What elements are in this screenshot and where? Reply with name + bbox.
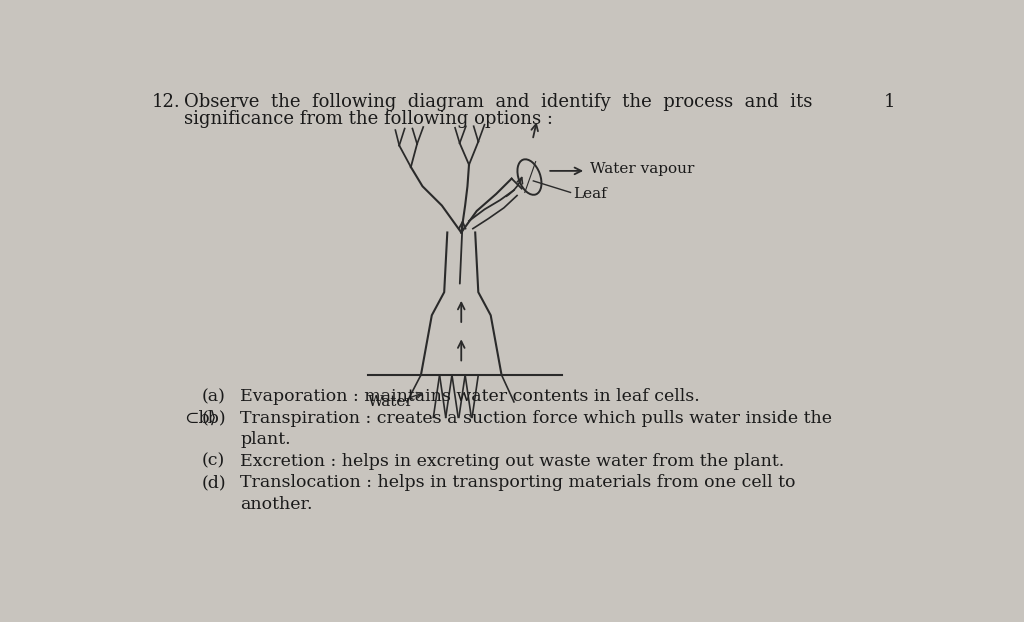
Text: significance from the following options :: significance from the following options … xyxy=(183,110,553,128)
Text: another.: another. xyxy=(241,496,313,513)
Text: Leaf: Leaf xyxy=(572,187,606,201)
Text: (b): (b) xyxy=(202,409,226,427)
Text: (a): (a) xyxy=(202,388,225,405)
Text: (c): (c) xyxy=(202,453,225,470)
Text: 1: 1 xyxy=(884,93,895,111)
Text: Excretion : helps in excreting out waste water from the plant.: Excretion : helps in excreting out waste… xyxy=(241,453,784,470)
Text: Water vapour: Water vapour xyxy=(590,162,694,177)
Text: Transpiration : creates a suction force which pulls water inside the: Transpiration : creates a suction force … xyxy=(241,409,833,427)
Text: Water: Water xyxy=(369,395,414,409)
Text: (d): (d) xyxy=(202,474,226,491)
Text: Observe  the  following  diagram  and  identify  the  process  and  its: Observe the following diagram and identi… xyxy=(183,93,812,111)
Text: Evaporation : maintains water contents in leaf cells.: Evaporation : maintains water contents i… xyxy=(241,388,700,405)
Text: Translocation : helps in transporting materials from one cell to: Translocation : helps in transporting ma… xyxy=(241,474,796,491)
Text: 12.: 12. xyxy=(152,93,180,111)
Text: ⊂b⟩: ⊂b⟩ xyxy=(184,409,217,427)
Text: plant.: plant. xyxy=(241,431,291,448)
